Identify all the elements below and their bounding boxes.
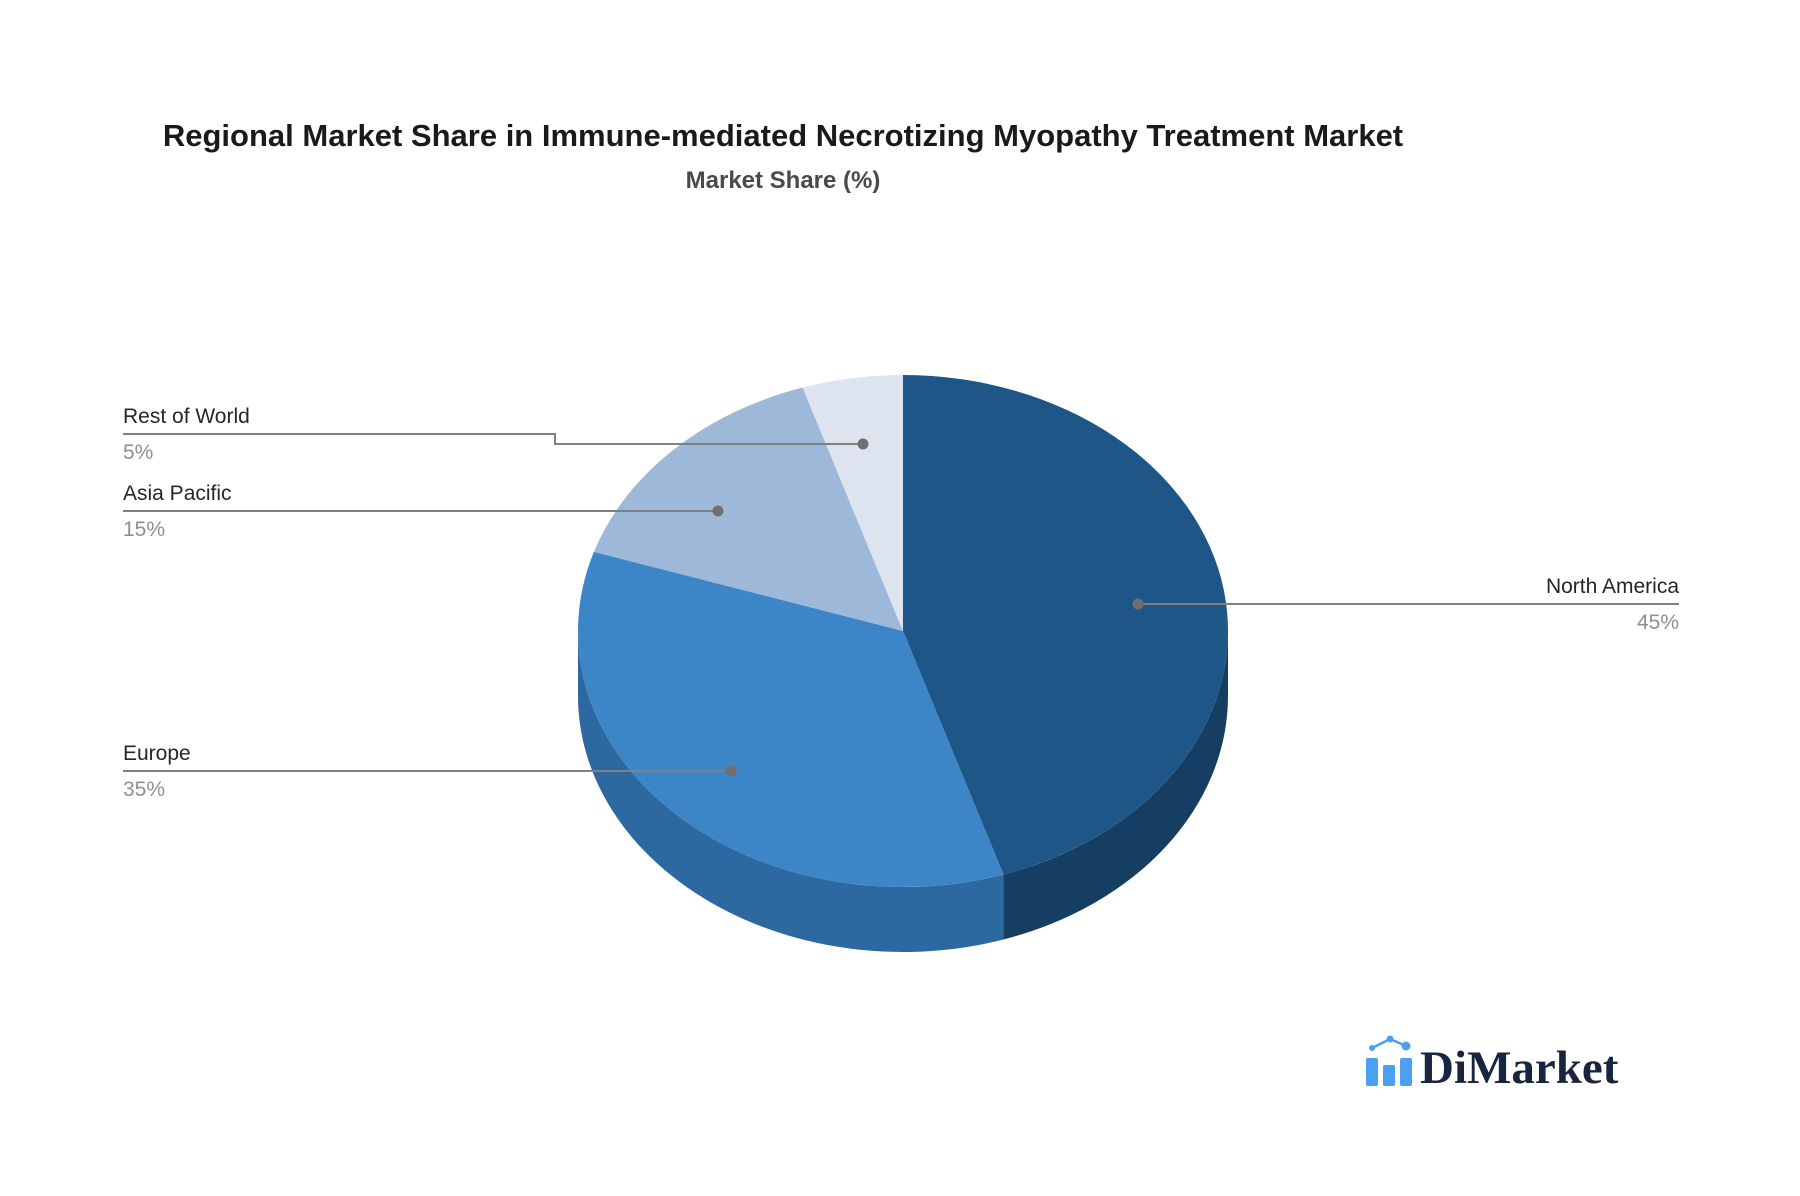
pie-slice-europe [578,551,1004,887]
connector-rest-of-world [123,433,863,445]
label-rest-of-world: Rest of World [123,405,250,428]
connector-dot-europe [725,765,737,777]
pie-slice-side-north-america [1003,631,1228,940]
value-europe: 35% [123,778,166,801]
value-north-america: 45% [1636,611,1679,634]
value-asia-pacific: 15% [123,518,166,541]
pie-slice-side-europe [578,631,1004,952]
label-north-america: North America [1545,575,1679,598]
label-asia-pacific: Asia Pacific [123,482,232,505]
chart-title: Regional Market Share in Immune-mediated… [162,118,1404,153]
pie-slice-rest-of-world [802,375,903,631]
bar-chart-trend-icon [1366,1035,1412,1086]
brand-name: DiMarket [1420,1042,1619,1094]
connector-dot-asia-pacific [712,505,724,517]
pie-slice-north-america [903,375,1228,875]
pie-slice-asia-pacific [593,387,903,631]
connector-dot-north-america [1132,598,1144,610]
value-rest-of-world: 5% [123,441,154,464]
label-europe: Europe [123,742,191,765]
connector-dot-rest-of-world [857,438,869,450]
chart-subtitle: Market Share (%) [685,167,881,194]
